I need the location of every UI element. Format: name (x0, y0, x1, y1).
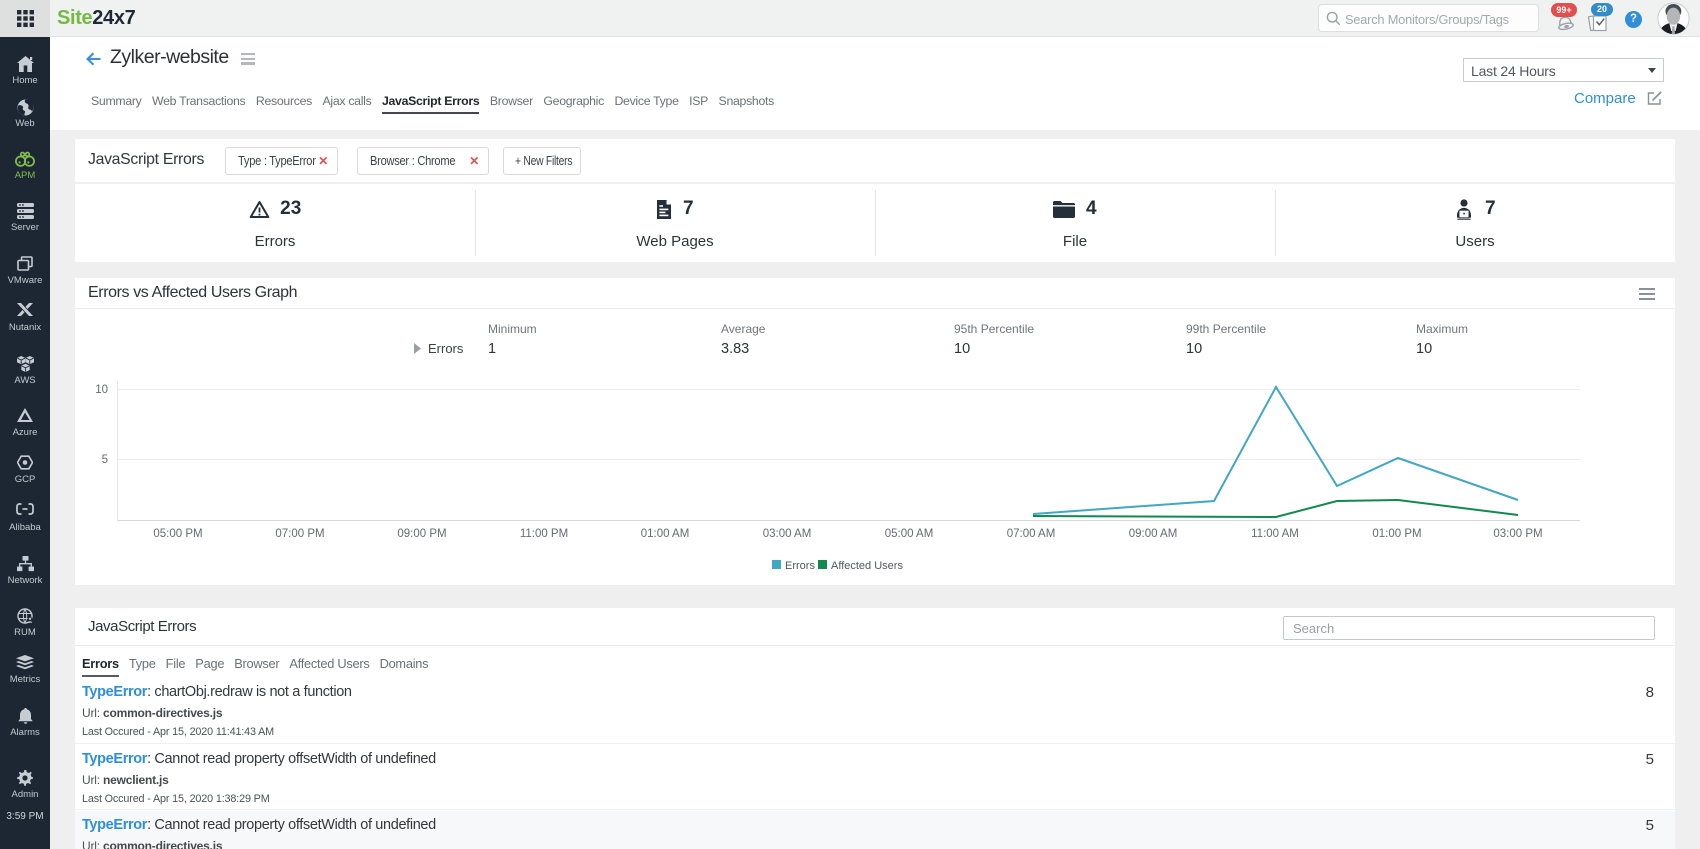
svg-text:11:00 PM: 11:00 PM (520, 528, 568, 540)
svg-text:Errors: Errors (785, 560, 815, 572)
svg-text:Affected Users: Affected Users (831, 560, 903, 572)
svg-text:05:00 PM: 05:00 PM (153, 528, 202, 540)
svg-text:07:00 PM: 07:00 PM (275, 528, 324, 540)
svg-text:03:00 AM: 03:00 AM (763, 528, 812, 540)
svg-text:5: 5 (102, 454, 108, 466)
svg-text:03:00 PM: 03:00 PM (1493, 528, 1542, 540)
svg-text:09:00 PM: 09:00 PM (397, 528, 446, 540)
svg-text:07:00 AM: 07:00 AM (1007, 528, 1056, 540)
svg-text:01:00 PM: 01:00 PM (1372, 528, 1421, 540)
svg-text:11:00 AM: 11:00 AM (1251, 528, 1299, 540)
svg-text:01:00 AM: 01:00 AM (641, 528, 690, 540)
svg-text:05:00 AM: 05:00 AM (885, 528, 934, 540)
svg-text:10: 10 (95, 384, 108, 396)
svg-text:09:00 AM: 09:00 AM (1129, 528, 1178, 540)
